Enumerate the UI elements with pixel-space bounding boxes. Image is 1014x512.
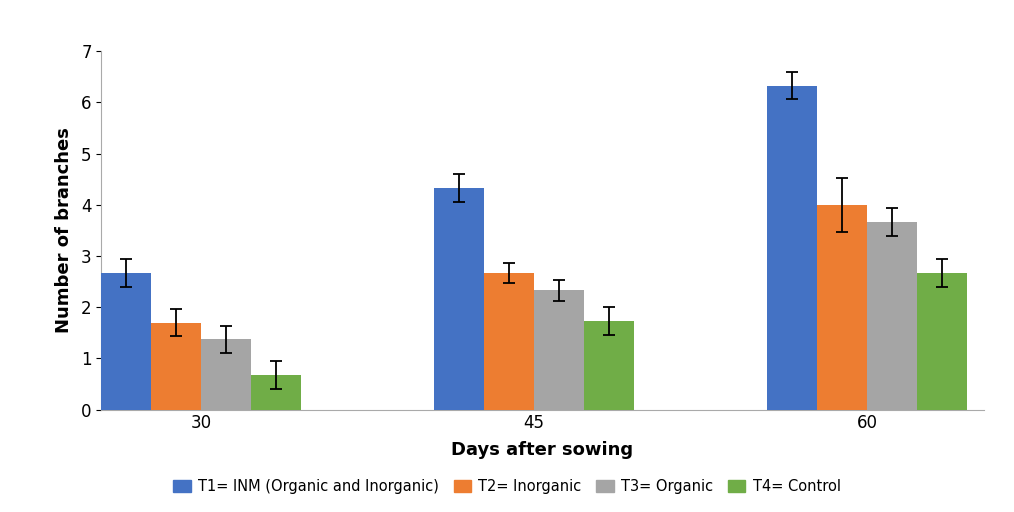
Bar <box>201 339 251 410</box>
Bar <box>917 273 967 410</box>
Bar <box>434 188 485 410</box>
Bar <box>101 273 151 410</box>
Bar <box>817 205 867 410</box>
Bar <box>534 290 584 410</box>
X-axis label: Days after sowing: Days after sowing <box>451 441 634 459</box>
Bar <box>151 323 201 410</box>
Legend: T1= INM (Organic and Inorganic), T2= Inorganic, T3= Organic, T4= Control: T1= INM (Organic and Inorganic), T2= Ino… <box>167 473 847 500</box>
Bar <box>768 86 817 410</box>
Bar <box>584 321 634 410</box>
Bar <box>867 222 917 410</box>
Y-axis label: Number of branches: Number of branches <box>55 127 73 333</box>
Bar <box>485 273 534 410</box>
Bar <box>251 375 301 410</box>
